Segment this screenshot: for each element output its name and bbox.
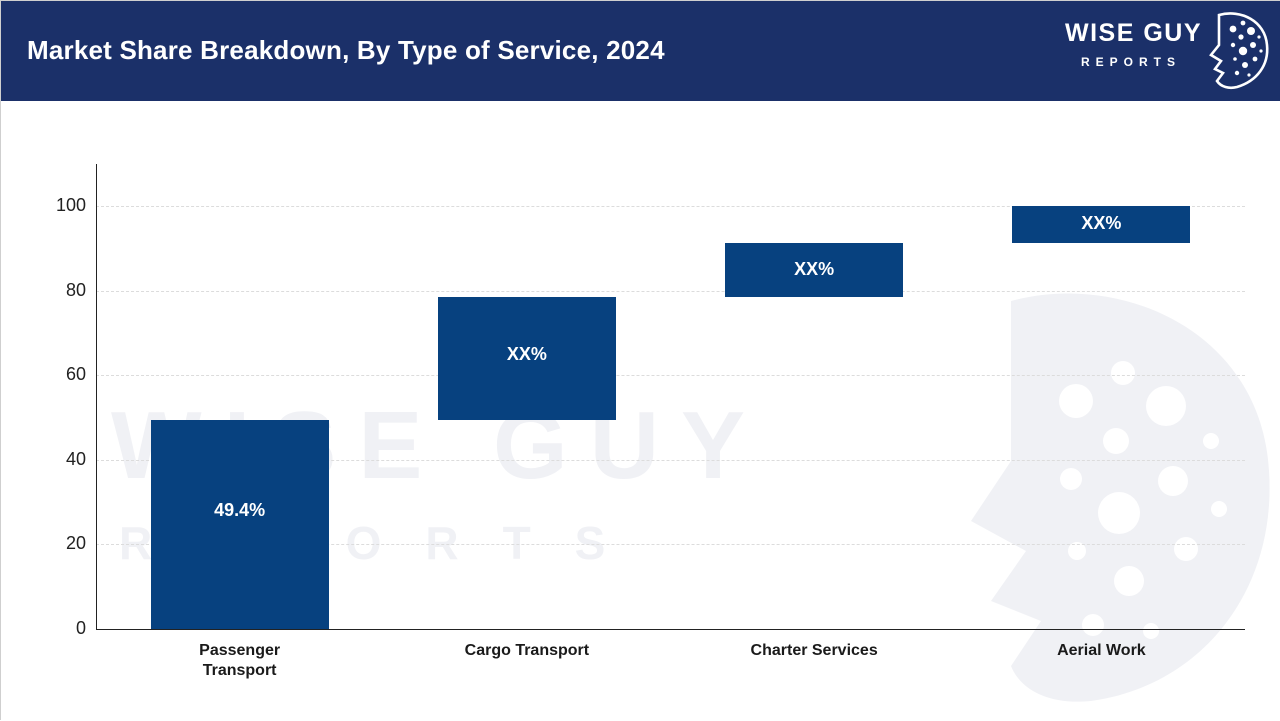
logo-wordmark-secondary: REPORTS bbox=[1081, 55, 1182, 69]
bar[interactable] bbox=[150, 420, 329, 629]
logo-head-icon bbox=[1209, 12, 1269, 90]
bar[interactable] bbox=[725, 242, 904, 297]
x-axis-category-line: Aerial Work bbox=[1057, 642, 1146, 659]
gridline bbox=[96, 459, 1245, 461]
y-axis-tick-label: 100 bbox=[55, 195, 86, 216]
gridline bbox=[96, 375, 1245, 377]
x-axis-category-line: Transport bbox=[202, 662, 277, 679]
x-axis-category-line: Cargo Transport bbox=[464, 642, 590, 659]
x-axis-line bbox=[96, 629, 1245, 630]
x-axis-category-line: Charter Services bbox=[750, 642, 878, 659]
x-axis-category-label: Passenger Transport bbox=[110, 641, 370, 681]
y-axis-tick-label: 40 bbox=[65, 448, 86, 469]
bar[interactable] bbox=[437, 296, 616, 421]
gridline bbox=[96, 206, 1245, 208]
x-axis-category-label: Charter Services bbox=[684, 641, 944, 661]
page-header: Market Share Breakdown, By Type of Servi… bbox=[1, 1, 1280, 101]
y-axis-tick-label: 0 bbox=[75, 618, 86, 638]
bar-value-label: XX% bbox=[794, 258, 835, 279]
x-axis-category-label: Cargo Transport bbox=[397, 641, 657, 661]
logo-wordmark-primary: WISE GUY bbox=[1065, 19, 1203, 47]
y-axis-tick-label: 20 bbox=[65, 533, 86, 554]
bar-value-label: 49.4% bbox=[214, 499, 266, 520]
y-axis-tick-label: 80 bbox=[65, 279, 86, 300]
x-axis-category-line: Passenger bbox=[199, 642, 281, 659]
y-axis-line bbox=[96, 164, 97, 629]
brand-logo: WISE GUY REPORTS bbox=[1061, 5, 1275, 95]
gridline bbox=[96, 290, 1245, 292]
chart-canvas: WISE GUY REPORTS 0 20 40 60 8 bbox=[1, 101, 1280, 721]
bar-value-label: XX% bbox=[506, 343, 547, 364]
bar[interactable] bbox=[1012, 206, 1191, 243]
y-axis-tick-label: 60 bbox=[65, 364, 86, 385]
bar-value-label: XX% bbox=[1081, 213, 1122, 234]
page-title: Market Share Breakdown, By Type of Servi… bbox=[27, 35, 665, 65]
x-axis-category-label: Aerial Work bbox=[971, 641, 1231, 661]
gridline bbox=[96, 544, 1245, 546]
